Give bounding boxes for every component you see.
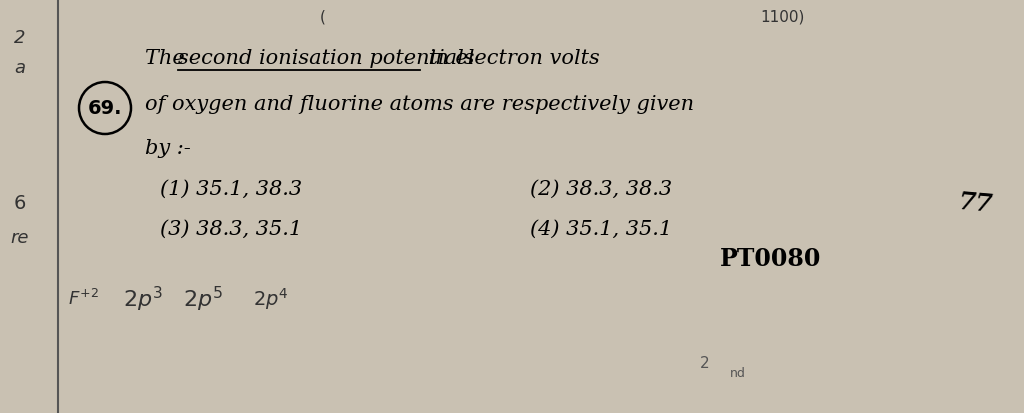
Text: 69.: 69.: [88, 99, 122, 118]
Text: (3) 38.3, 35.1: (3) 38.3, 35.1: [160, 219, 302, 238]
Text: 2: 2: [700, 356, 710, 370]
Text: The: The: [145, 50, 191, 68]
Text: of oxygen and fluorine atoms are respectively given: of oxygen and fluorine atoms are respect…: [145, 94, 694, 113]
Text: (1) 35.1, 38.3: (1) 35.1, 38.3: [160, 179, 302, 198]
Text: $F^{+2}$: $F^{+2}$: [68, 288, 99, 308]
Text: 1100): 1100): [760, 9, 805, 24]
Text: second ionisation potentials: second ionisation potentials: [178, 50, 474, 68]
Circle shape: [79, 83, 131, 135]
Text: $2p^5$: $2p^5$: [183, 284, 223, 313]
Text: re: re: [10, 228, 30, 247]
Text: (: (: [319, 9, 326, 24]
Text: $2p^4$: $2p^4$: [253, 285, 289, 311]
Text: PT0080: PT0080: [720, 247, 821, 271]
Text: by :-: by :-: [145, 139, 190, 158]
Text: $2p^3$: $2p^3$: [123, 284, 163, 313]
Text: a: a: [14, 59, 26, 77]
Text: in electron volts: in electron volts: [422, 50, 600, 68]
Text: 6: 6: [13, 194, 27, 212]
Text: (4) 35.1, 35.1: (4) 35.1, 35.1: [530, 219, 672, 238]
Text: nd: nd: [730, 367, 745, 380]
Text: (2) 38.3, 38.3: (2) 38.3, 38.3: [530, 179, 672, 198]
Text: 77: 77: [956, 190, 993, 217]
Text: 2: 2: [14, 29, 26, 47]
